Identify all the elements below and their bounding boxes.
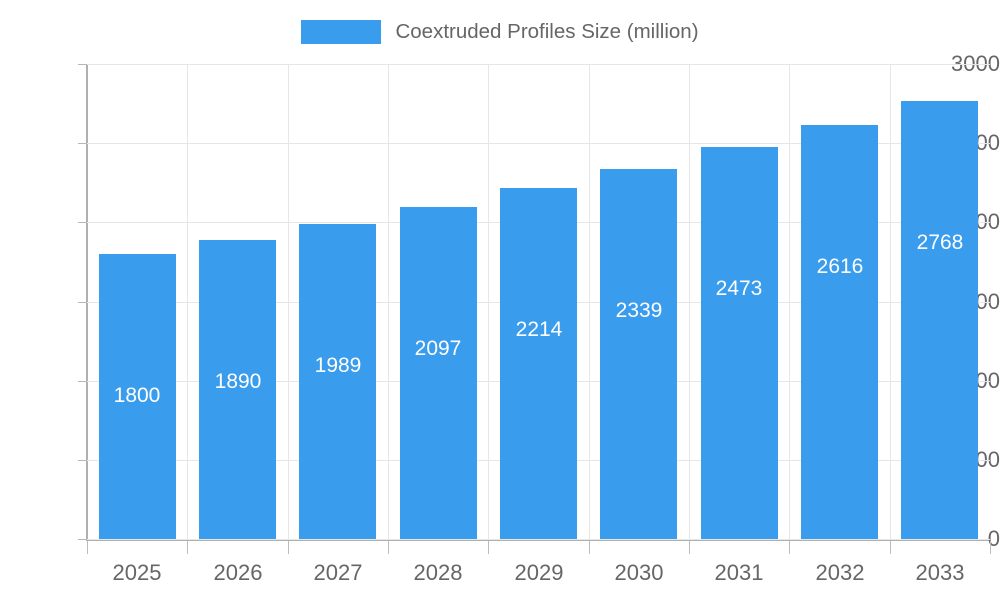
bar[interactable] (299, 224, 376, 539)
gridline-horizontal (87, 539, 990, 540)
bar-value-label: 2768 (916, 231, 964, 254)
bar[interactable] (801, 125, 878, 539)
y-axis-tick-mark (78, 222, 87, 223)
bar[interactable] (400, 207, 477, 539)
bar[interactable] (701, 147, 778, 539)
x-axis-tick-label: 2026 (213, 560, 263, 585)
legend-swatch-coextruded-profiles (301, 20, 382, 44)
x-axis-tick-mark (990, 541, 991, 554)
y-axis-tick-mark (78, 539, 87, 540)
gridline-vertical (789, 64, 790, 539)
x-axis-tick-label: 2027 (313, 560, 363, 585)
x-axis-tick-label: 2032 (815, 560, 865, 585)
bar[interactable] (500, 188, 577, 539)
bar-value-label: 1800 (113, 384, 161, 407)
legend-label-coextruded-profiles: Coextruded Profiles Size (million) (395, 19, 699, 43)
bar-value-label: 1890 (214, 370, 262, 393)
bar-value-label: 2097 (414, 337, 462, 360)
gridline-vertical (689, 64, 690, 539)
bar[interactable] (901, 101, 978, 539)
x-axis-tick-label: 2025 (112, 560, 162, 585)
y-axis-tick-mark (78, 64, 87, 65)
x-axis-tick-mark (87, 541, 88, 554)
y-axis-tick-label: 3000 (951, 51, 1000, 76)
x-axis-tick-mark (288, 541, 289, 554)
gridline-horizontal (87, 143, 990, 144)
x-axis-line (86, 539, 990, 541)
y-axis-tick-mark (78, 460, 87, 461)
bar[interactable] (99, 254, 176, 539)
gridline-horizontal (87, 64, 990, 65)
x-axis-tick-label: 2033 (915, 560, 965, 585)
bar-value-label: 2214 (515, 318, 563, 341)
chart-legend: Coextruded Profiles Size (million) (0, 14, 1000, 50)
x-axis-tick-mark (388, 541, 389, 554)
bar-value-label: 2616 (816, 255, 864, 278)
plot-area: 1800 1890 1989 2097 2214 2339 2473 2616 2768 (87, 64, 990, 540)
x-axis-tick-label: 2029 (514, 560, 564, 585)
x-axis-tick-label: 2028 (413, 560, 463, 585)
gridline-vertical (288, 64, 289, 539)
x-axis-tick-label: 2031 (714, 560, 764, 585)
gridline-vertical (187, 64, 188, 539)
gridline-vertical (488, 64, 489, 539)
gridline-vertical (388, 64, 389, 539)
bar-value-label: 2339 (615, 299, 663, 322)
y-axis-tick-mark (78, 381, 87, 382)
bar-value-label: 1989 (314, 354, 362, 377)
x-axis-tick-mark (689, 541, 690, 554)
bar[interactable] (600, 169, 677, 539)
x-axis-tick-mark (789, 541, 790, 554)
gridline-vertical (890, 64, 891, 539)
gridline-vertical (589, 64, 590, 539)
bar[interactable] (199, 240, 276, 539)
bar-value-label: 2473 (715, 277, 763, 300)
y-axis-tick-mark (78, 302, 87, 303)
x-axis-tick-label: 2030 (614, 560, 664, 585)
x-axis-tick-mark (187, 541, 188, 554)
y-axis-tick-mark (78, 143, 87, 144)
x-axis-tick-mark (890, 541, 891, 554)
x-axis-tick-mark (488, 541, 489, 554)
x-axis-tick-mark (589, 541, 590, 554)
